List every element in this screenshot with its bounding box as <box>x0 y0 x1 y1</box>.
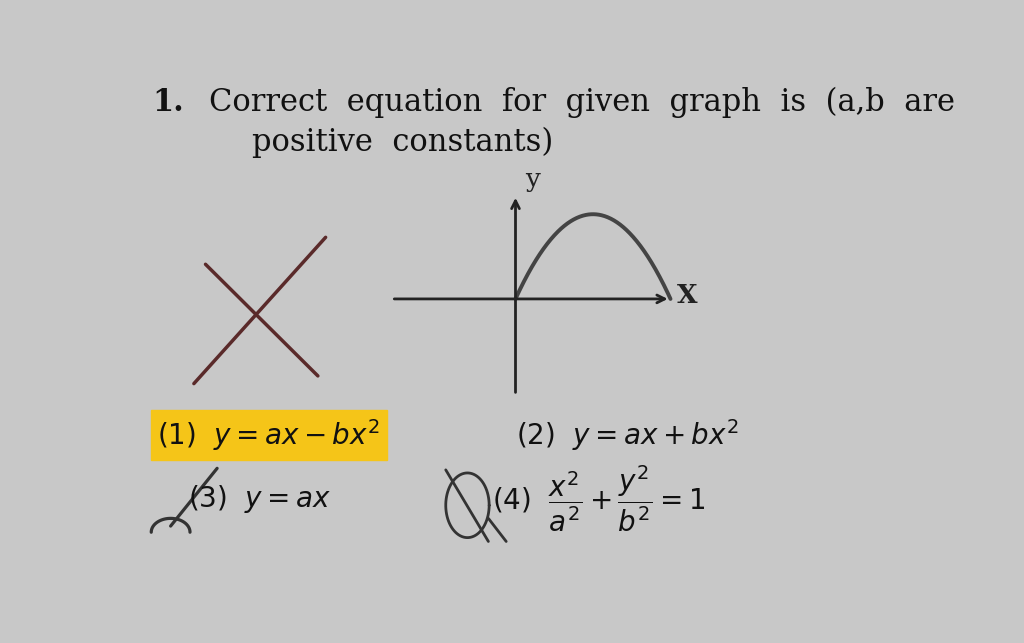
Text: 1.: 1. <box>153 87 184 118</box>
Text: Correct  equation  for  given  graph  is  (a,b  are: Correct equation for given graph is (a,b… <box>209 87 955 118</box>
Text: $(2)$  $y = ax + bx^2$: $(2)$ $y = ax + bx^2$ <box>515 417 738 453</box>
Text: positive  constants): positive constants) <box>252 127 553 158</box>
Text: y: y <box>524 167 540 192</box>
Text: $(3)$  $y = ax$: $(3)$ $y = ax$ <box>188 483 332 515</box>
Text: $(1)$  $y = ax - bx^2$: $(1)$ $y = ax - bx^2$ <box>158 417 380 453</box>
Text: X: X <box>677 284 697 309</box>
Text: $(4)$  $\dfrac{x^2}{a^2}+\dfrac{y^2}{b^2}=1$: $(4)$ $\dfrac{x^2}{a^2}+\dfrac{y^2}{b^2}… <box>493 464 706 534</box>
